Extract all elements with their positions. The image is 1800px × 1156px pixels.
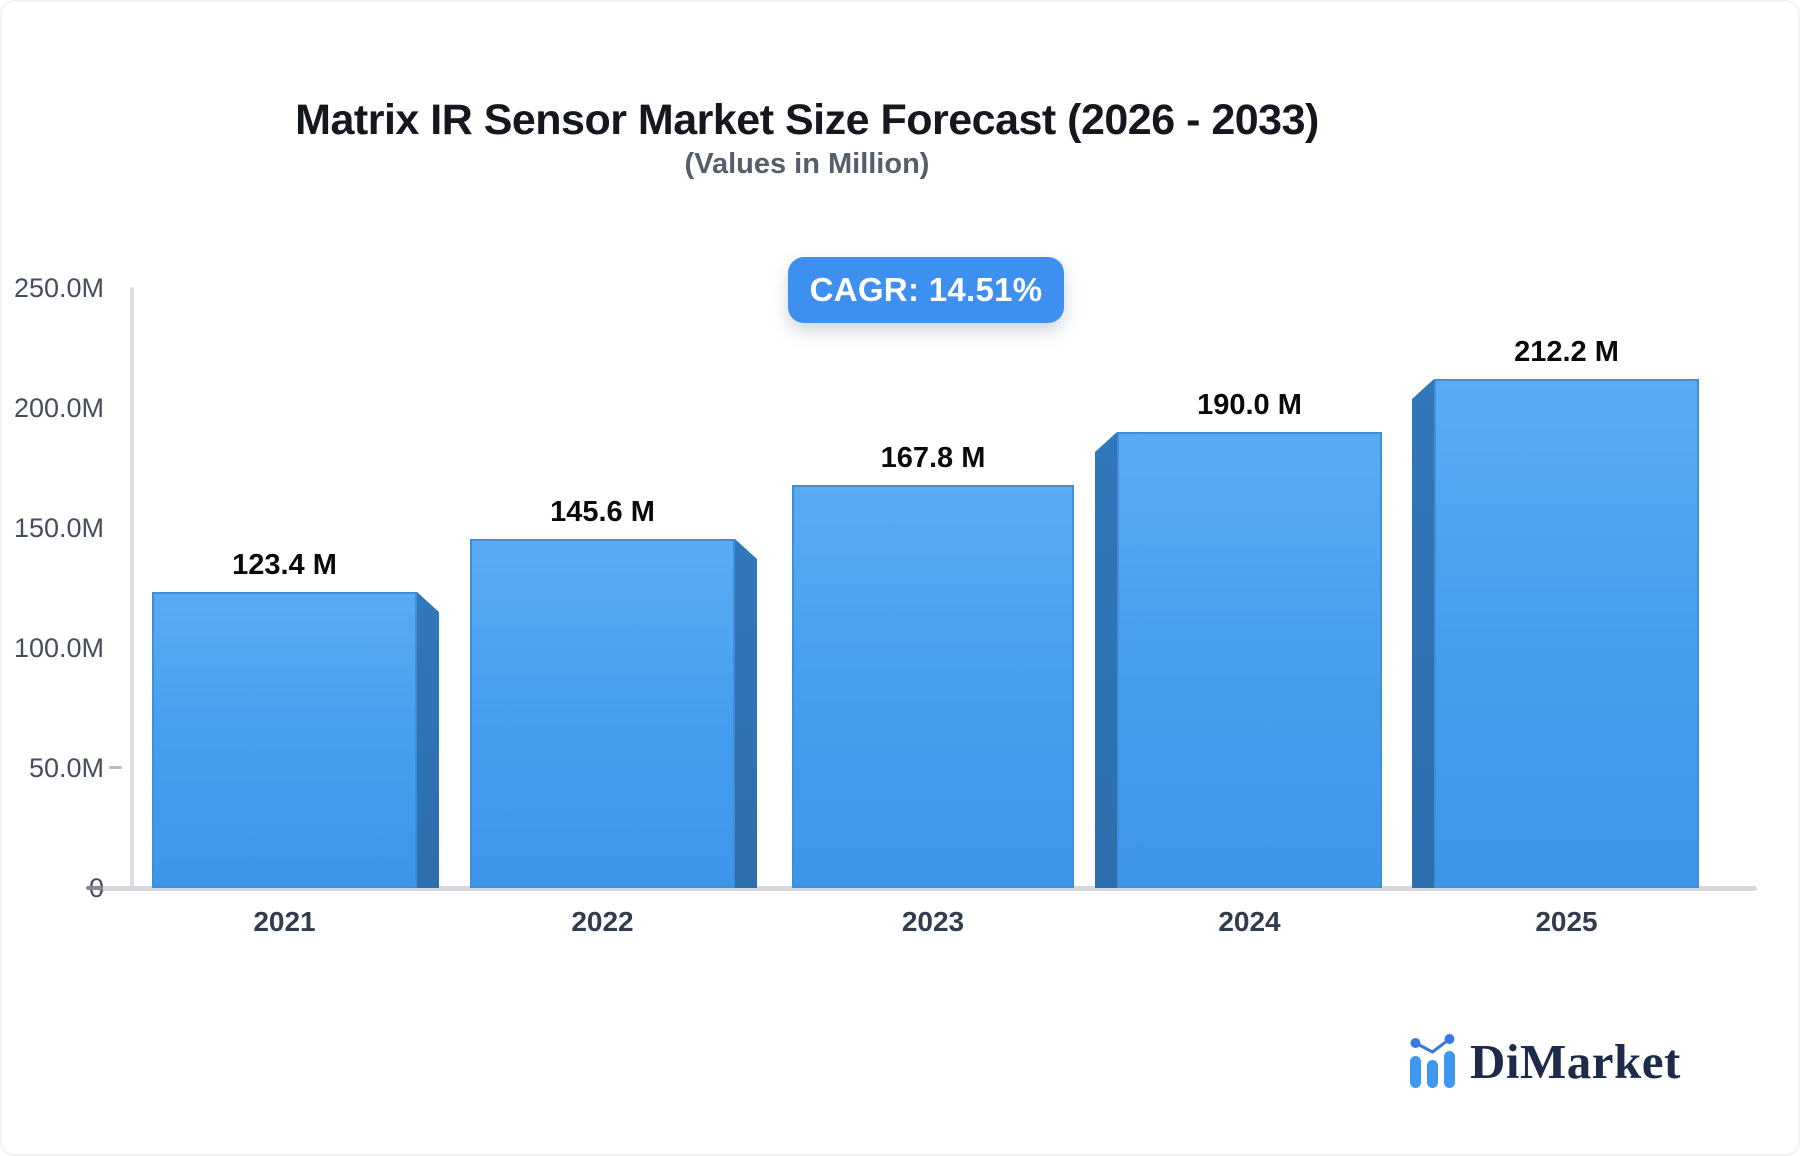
x-axis-tick-label: 2022 (571, 906, 634, 937)
bar-line-chart-logo-icon (1410, 1034, 1455, 1088)
bar-2021[interactable] (152, 592, 417, 888)
bar-value-label: 123.4 M (232, 549, 337, 581)
cagr-badge-label: CAGR: 14.51% (809, 271, 1043, 308)
bar-value-label: 167.8 M (880, 442, 986, 474)
y-axis-tick-label: 150.0M (13, 513, 104, 543)
y-axis-line (130, 287, 134, 888)
bar-2024[interactable] (1117, 432, 1382, 888)
bar-2022-3d-side (735, 539, 757, 888)
x-axis-tick-label: 2025 (1535, 906, 1598, 937)
y-axis-tick-label: 50.0M (28, 753, 104, 783)
bar-2023[interactable] (792, 485, 1074, 888)
chart-subtitle: (Values in Million) (684, 148, 930, 180)
brand-logo-text: DiMarket (1470, 1034, 1681, 1089)
bar-value-label: 190.0 M (1197, 389, 1302, 421)
bar-value-label: 145.6 M (550, 496, 655, 528)
y-axis-tick-mark (86, 886, 103, 890)
chart-title: Matrix IR Sensor Market Size Forecast (2… (295, 96, 1319, 144)
bar-2025[interactable] (1434, 379, 1699, 888)
bar-2025-3d-side (1412, 379, 1434, 888)
cagr-badge: CAGR: 14.51% (788, 257, 1064, 323)
x-axis-tick-label: 2024 (1218, 906, 1281, 937)
y-axis-tick-mark (109, 766, 122, 769)
y-axis-tick-label: 200.0M (13, 393, 104, 423)
bar-2021-3d-side (417, 592, 439, 888)
bar-2022[interactable] (470, 539, 735, 888)
x-axis-line (97, 886, 1757, 891)
y-axis-tick-label: 250.0M (13, 273, 104, 303)
x-axis-tick-label: 2023 (901, 906, 965, 937)
bar-2024-3d-side (1095, 432, 1117, 888)
brand-logo: DiMarket (1408, 1034, 1681, 1090)
x-axis-tick-label: 2021 (253, 906, 316, 937)
y-axis-tick-label: 100.0M (13, 633, 104, 663)
bar-value-label: 212.2 M (1514, 336, 1619, 368)
